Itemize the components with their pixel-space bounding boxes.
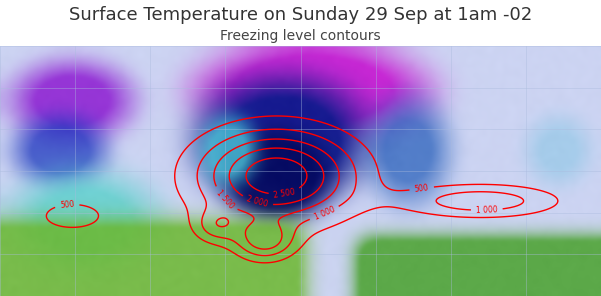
Text: 1 000: 1 000 [476,205,498,215]
Text: 2 000: 2 000 [246,195,269,209]
Text: Freezing level contours: Freezing level contours [220,29,381,43]
Text: Surface Temperature on Sunday 29 Sep at 1am -02: Surface Temperature on Sunday 29 Sep at … [69,6,532,24]
Text: 2 500: 2 500 [273,187,296,200]
Text: 500: 500 [59,200,75,210]
Text: 1 000: 1 000 [313,205,337,222]
Text: 500: 500 [414,183,430,194]
Text: 1 500: 1 500 [215,188,236,210]
